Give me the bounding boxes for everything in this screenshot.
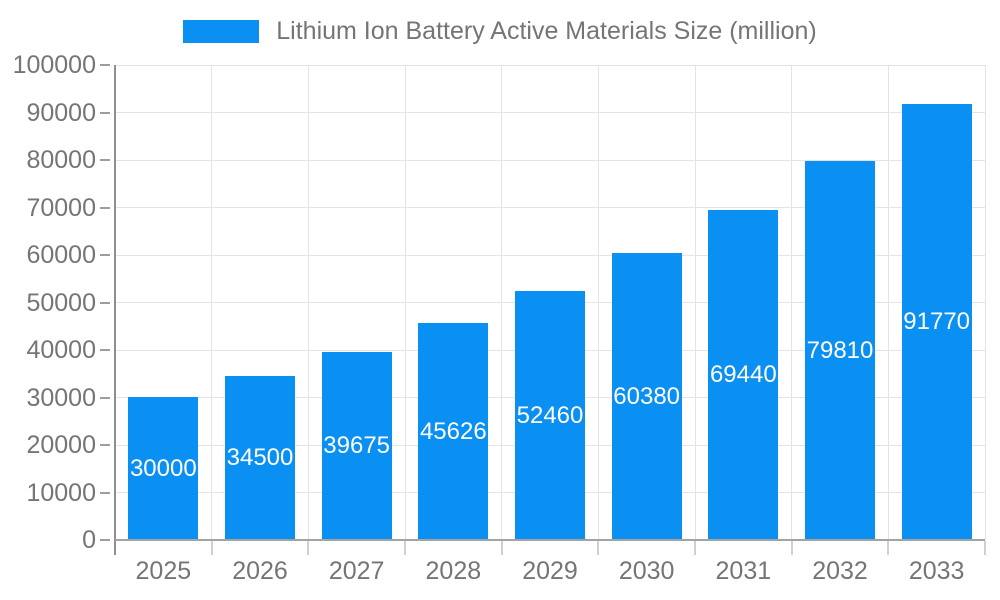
y-axis-tick: [100, 396, 110, 399]
bar-value-label: 52460: [516, 401, 584, 429]
bar[interactable]: [128, 397, 199, 540]
x-gridline: [211, 65, 213, 540]
y-tick-label: 60000: [26, 241, 96, 269]
x-tick-label: 2031: [715, 557, 772, 585]
x-axis-tick: [984, 541, 986, 555]
bar-value-label: 79810: [806, 336, 874, 364]
y-tick-label: 100000: [12, 51, 96, 79]
y-axis-tick: [100, 491, 110, 494]
y-axis-tick: [100, 349, 110, 351]
y-tick-label: 90000: [26, 98, 96, 127]
bar[interactable]: [611, 253, 682, 540]
x-axis-tick: [210, 541, 213, 555]
legend-swatch-icon: [183, 20, 260, 43]
y-gridline: [115, 207, 985, 208]
x-tick-label: 2026: [232, 557, 288, 585]
y-gridline: [115, 64, 985, 66]
bar[interactable]: [708, 210, 779, 540]
x-axis-tick: [500, 541, 503, 555]
x-axis-tick: [404, 541, 406, 555]
y-tick-label: 80000: [26, 146, 96, 174]
x-gridline: [501, 65, 503, 540]
bar[interactable]: [418, 323, 489, 540]
y-axis-tick: [100, 111, 110, 114]
y-tick-label: 40000: [26, 336, 96, 364]
y-axis-tick: [100, 206, 110, 209]
y-tick-label: 30000: [26, 383, 96, 412]
x-gridline: [307, 65, 309, 540]
y-gridline: [115, 112, 985, 113]
x-axis-tick: [694, 541, 696, 555]
bar-value-label: 39675: [323, 432, 391, 459]
y-tick-label: 10000: [26, 478, 96, 507]
bar-value-label: 34500: [226, 444, 294, 471]
bar[interactable]: [321, 352, 392, 540]
bar[interactable]: [225, 376, 295, 540]
x-tick-label: 2029: [522, 557, 578, 585]
x-tick-label: 2030: [618, 557, 675, 585]
x-axis-tick: [307, 541, 310, 555]
bar-value-label: 69440: [709, 361, 777, 388]
x-tick-label: 2025: [135, 557, 192, 585]
x-axis-tick: [597, 541, 600, 555]
legend[interactable]: Lithium Ion Battery Active Materials Siz…: [0, 17, 1000, 46]
y-axis-tick: [100, 254, 110, 256]
x-axis-tick: [790, 541, 793, 555]
bar-value-label: 60380: [613, 382, 681, 410]
y-tick-label: 20000: [26, 431, 96, 459]
y-axis-tick: [100, 444, 110, 446]
y-tick-label: 50000: [26, 288, 96, 317]
x-gridline: [404, 65, 406, 540]
y-gridline: [115, 159, 985, 161]
x-gridline: [887, 65, 889, 540]
bar-value-label: 91770: [903, 308, 971, 335]
x-tick-label: 2028: [425, 557, 482, 585]
x-tick-label: 2027: [328, 557, 385, 585]
bar[interactable]: [515, 291, 585, 540]
y-axis-tick: [100, 159, 110, 161]
x-axis-tick: [887, 541, 890, 555]
y-axis-tick: [100, 64, 110, 66]
x-gridline: [984, 65, 986, 540]
bar[interactable]: [805, 161, 875, 540]
bar[interactable]: [901, 104, 972, 540]
x-gridline: [597, 65, 599, 540]
bar-value-label: 30000: [129, 454, 197, 482]
x-axis-line: [115, 539, 985, 541]
x-tick-label: 2033: [908, 557, 965, 585]
y-axis-tick: [100, 301, 110, 304]
y-gridline: [115, 254, 985, 256]
y-tick-label: 70000: [26, 193, 96, 222]
y-tick-label: 0: [82, 526, 96, 554]
x-tick-label: 2032: [812, 557, 868, 585]
legend-label: Lithium Ion Battery Active Materials Siz…: [276, 17, 817, 45]
y-axis-line: [114, 65, 116, 555]
bar-value-label: 45626: [419, 417, 487, 445]
x-gridline: [791, 65, 793, 540]
y-axis-tick: [100, 539, 110, 541]
x-gridline: [694, 65, 696, 540]
